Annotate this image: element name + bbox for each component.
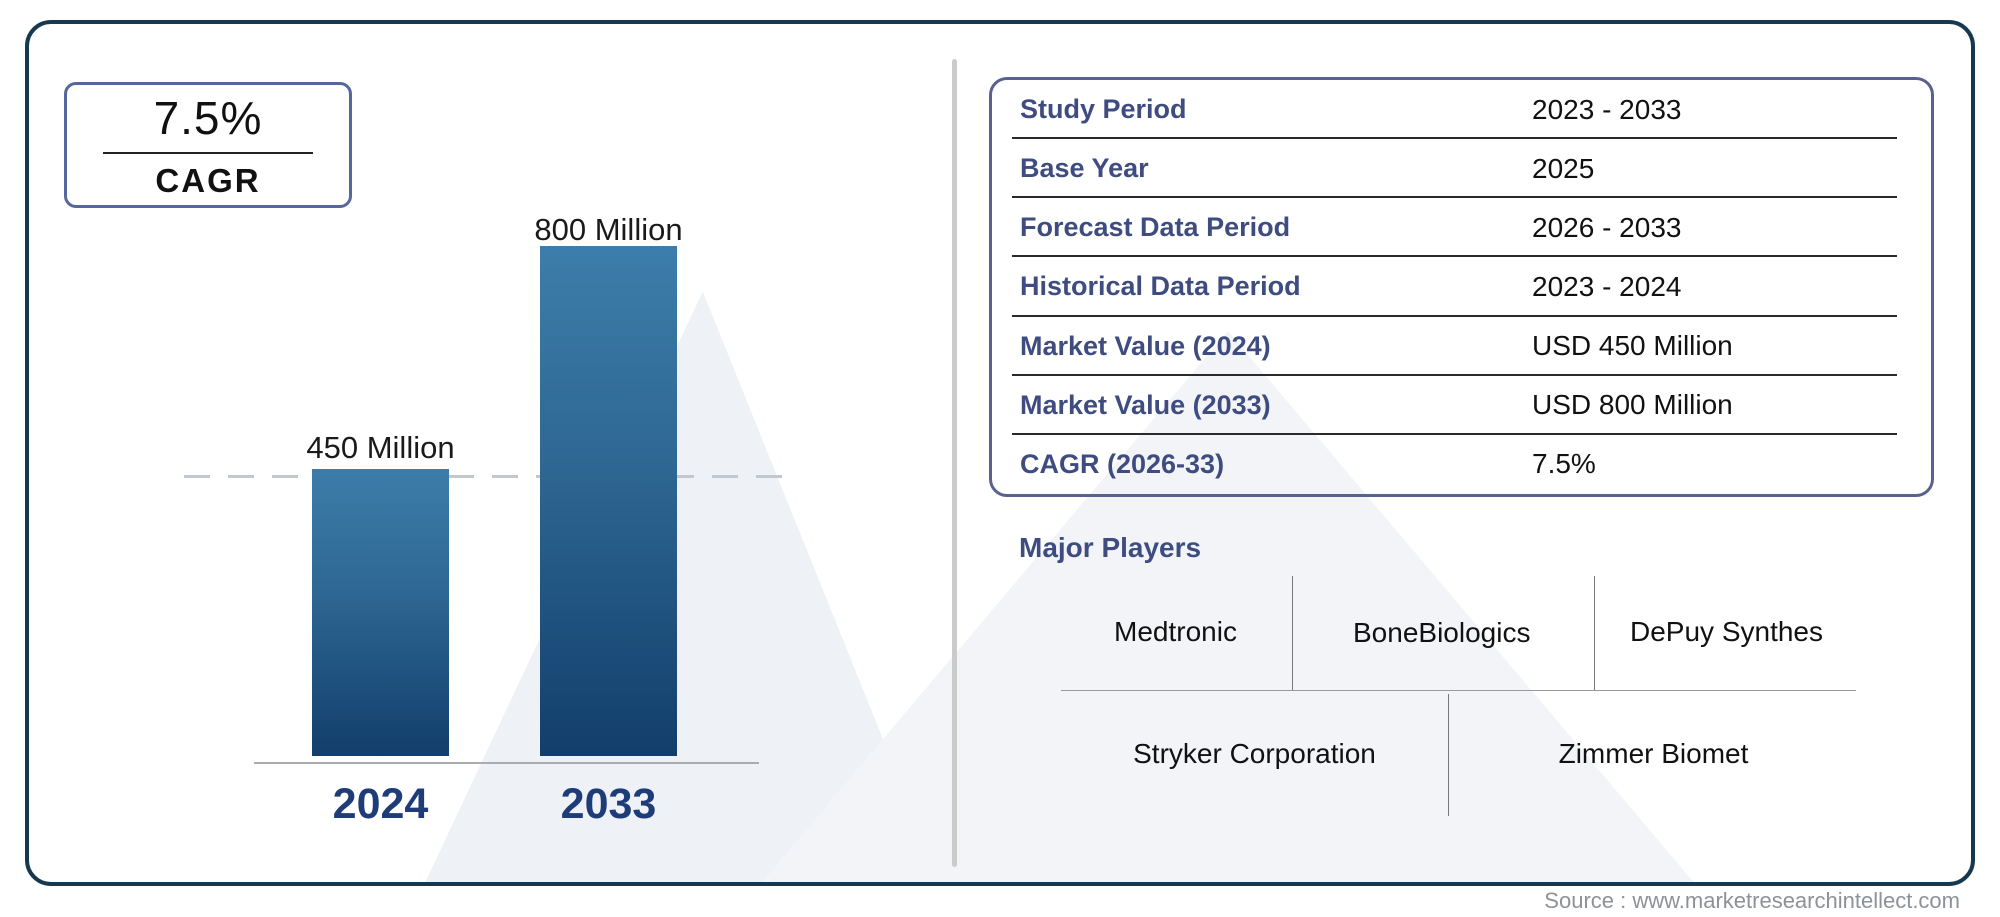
badge-divider bbox=[103, 151, 313, 154]
row-value: 2023 - 2024 bbox=[1532, 270, 1682, 302]
row-value: 2023 - 2033 bbox=[1532, 93, 1682, 125]
x-tick-2033: 2033 bbox=[560, 780, 657, 828]
players-divider-vertical bbox=[1594, 576, 1595, 690]
main-frame: 7.5% CAGR 450 Million 800 Million 2024 2… bbox=[25, 20, 1975, 886]
row-label: Forecast Data Period bbox=[1020, 212, 1291, 243]
row-label: Market Value (2024) bbox=[1020, 330, 1271, 361]
major-players-title: Major Players bbox=[1019, 532, 1202, 563]
table-row: Historical Data Period 2023 - 2024 bbox=[992, 257, 1931, 317]
player-bonebiologics: BoneBiologics bbox=[1292, 574, 1594, 690]
row-value: 7.5% bbox=[1532, 448, 1596, 480]
table-row: Study Period 2023 - 2033 bbox=[992, 80, 1931, 140]
x-axis-line bbox=[254, 762, 759, 764]
bar-2024 bbox=[312, 469, 449, 756]
table-row: CAGR (2026-33) 7.5% bbox=[992, 435, 1931, 494]
table-row: Forecast Data Period 2026 - 2033 bbox=[992, 198, 1931, 258]
row-value: USD 800 Million bbox=[1532, 389, 1733, 421]
reference-dashed-line bbox=[184, 475, 794, 478]
panel-divider bbox=[952, 59, 957, 867]
x-tick-2024: 2024 bbox=[332, 780, 429, 828]
row-label: Base Year bbox=[1020, 153, 1149, 184]
row-value: 2025 bbox=[1532, 152, 1595, 184]
table-row: Base Year 2025 bbox=[992, 139, 1931, 199]
bar-value-label-2033: 800 Million bbox=[534, 212, 683, 247]
player-medtronic: Medtronic bbox=[1114, 616, 1237, 647]
cagr-value: 7.5% bbox=[153, 91, 263, 144]
player-name: BoneBiologics bbox=[1353, 616, 1531, 648]
table-row: Market Value (2033) USD 800 Million bbox=[992, 376, 1931, 435]
row-value: 2026 - 2033 bbox=[1532, 211, 1682, 243]
cagr-badge: 7.5% CAGR bbox=[64, 82, 352, 208]
source-attribution: Source : www.marketresearchintellect.com bbox=[1544, 888, 1960, 913]
players-divider-vertical bbox=[1448, 694, 1449, 816]
study-info-table: Study Period 2023 - 2033 Base Year 2025 … bbox=[989, 77, 1934, 497]
bar-value-label-2024: 450 Million bbox=[306, 430, 455, 465]
players-divider-horizontal bbox=[1061, 690, 1856, 691]
player-stryker-corporation: Stryker Corporation bbox=[1133, 738, 1376, 769]
player-depuy-synthes: DePuy Synthes bbox=[1630, 616, 1823, 647]
row-label: Study Period bbox=[1020, 94, 1187, 125]
row-value: USD 450 Million bbox=[1532, 330, 1733, 362]
row-label: CAGR (2026-33) bbox=[1020, 448, 1225, 479]
table-row: Market Value (2024) USD 450 Million bbox=[992, 317, 1931, 376]
players-divider-vertical bbox=[1292, 576, 1293, 690]
player-zimmer-biomet: Zimmer Biomet bbox=[1558, 738, 1749, 769]
row-label: Market Value (2033) bbox=[1020, 389, 1271, 420]
row-label: Historical Data Period bbox=[1020, 271, 1301, 302]
bar-2033 bbox=[540, 246, 677, 756]
cagr-label: CAGR bbox=[155, 161, 261, 199]
